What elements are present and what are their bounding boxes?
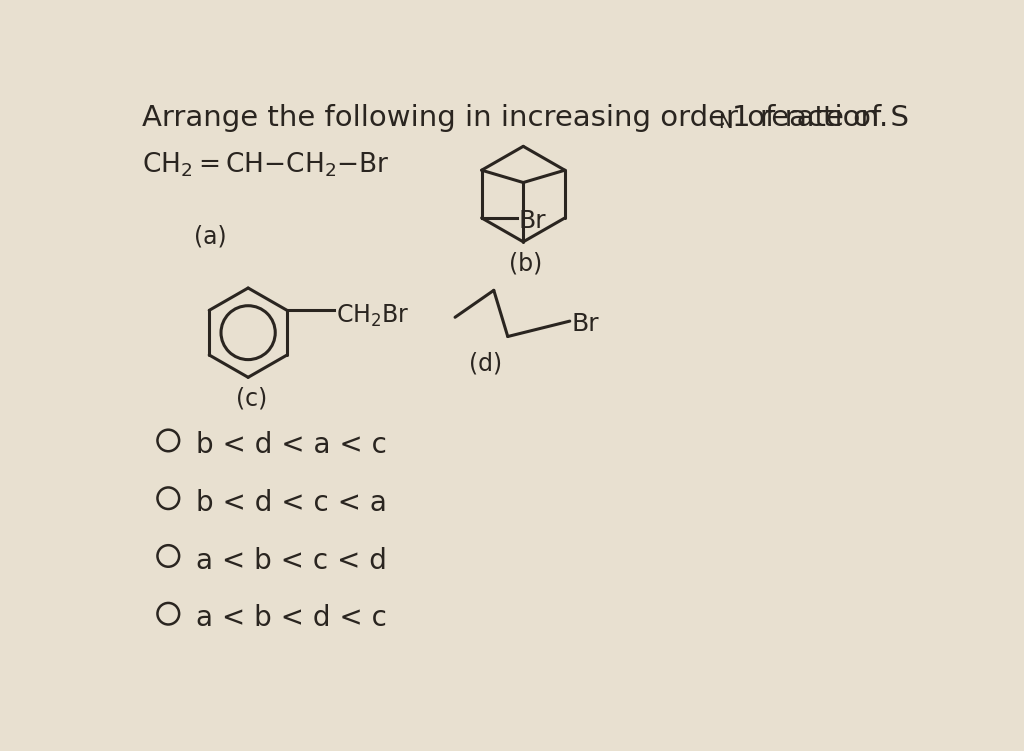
Text: a < b < d < c: a < b < d < c [197, 605, 387, 632]
Text: N: N [719, 113, 733, 132]
Text: (a): (a) [194, 225, 226, 249]
Text: $\mathrm{CH_2{=}CH{-}CH_2{-}Br}$: $\mathrm{CH_2{=}CH{-}CH_2{-}Br}$ [142, 150, 390, 179]
Text: (c): (c) [237, 387, 267, 411]
Text: Arrange the following in increasing order of rate of S: Arrange the following in increasing orde… [142, 104, 909, 132]
Text: a < b < c < d: a < b < c < d [197, 547, 387, 575]
Text: (b): (b) [509, 251, 543, 275]
Text: 1 reaction.: 1 reaction. [732, 104, 888, 132]
Text: Br: Br [518, 209, 546, 233]
Text: $\mathrm{CH_2Br}$: $\mathrm{CH_2Br}$ [336, 303, 410, 329]
Text: b < d < c < a: b < d < c < a [197, 489, 387, 517]
Text: b < d < a < c: b < d < a < c [197, 431, 387, 459]
Text: (d): (d) [469, 352, 502, 376]
Text: Br: Br [571, 312, 599, 336]
